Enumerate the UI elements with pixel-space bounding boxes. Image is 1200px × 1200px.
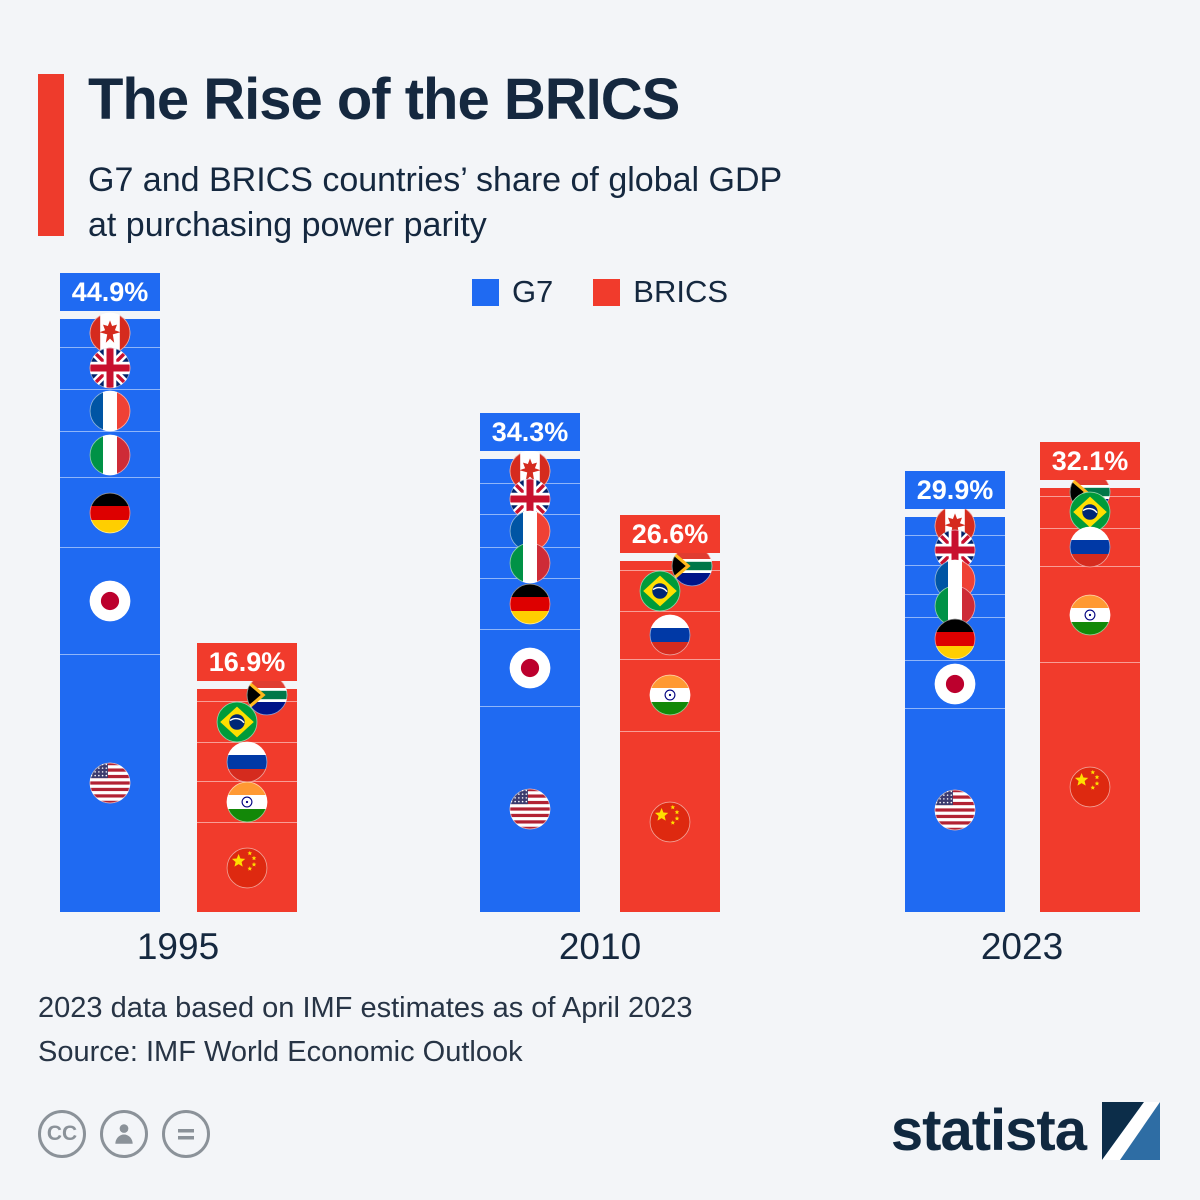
bar-brics-2010	[620, 545, 720, 912]
year-label-1995: 1995	[136, 926, 220, 967]
title-accent-bar	[38, 74, 64, 236]
brazil-flag-icon	[216, 701, 258, 743]
legend-swatch	[471, 278, 499, 306]
segment-germany	[480, 577, 580, 629]
segment-russia	[197, 741, 297, 783]
legend-item-g7: G7	[471, 274, 554, 310]
segment-south-africa	[620, 545, 720, 586]
segment-russia	[620, 611, 720, 659]
segment-italy	[60, 431, 160, 477]
bar-brics-1995	[197, 674, 297, 912]
brazil-flag-icon	[639, 570, 681, 612]
statista-branding[interactable]: statista	[891, 1102, 1160, 1160]
italy-flag-icon	[89, 434, 131, 476]
segment-japan	[60, 547, 160, 654]
statista-wordmark: statista	[890, 1098, 1087, 1163]
germany-flag-icon	[509, 583, 551, 625]
segment-china	[1040, 662, 1140, 911]
segment-united-kingdom	[480, 478, 580, 520]
value-label-brics-2023: 32.1%	[1040, 442, 1140, 480]
china-flag-icon	[226, 847, 268, 889]
segment-united-states	[480, 705, 580, 912]
segment-germany	[60, 477, 160, 547]
segment-india	[1040, 565, 1140, 662]
legend-label: BRICS	[633, 274, 729, 309]
value-label-brics-1995: 16.9%	[197, 643, 297, 681]
license-icons: CC	[38, 1110, 210, 1158]
bar-g7-1995	[60, 312, 160, 912]
value-label-g7-2023: 29.9%	[905, 471, 1005, 509]
segment-india	[620, 658, 720, 732]
united-kingdom-flag-icon	[509, 478, 551, 520]
segment-france	[480, 511, 580, 552]
segment-italy	[905, 585, 1005, 627]
united-states-flag-icon	[934, 789, 976, 831]
brazil-flag-icon	[1069, 491, 1111, 533]
year-label-2023: 2023	[980, 926, 1064, 967]
legend-label: G7	[511, 274, 554, 309]
united-states-flag-icon	[509, 788, 551, 830]
segment-united-states	[905, 708, 1005, 911]
subtitle-line-2: at purchasing power parity	[88, 206, 487, 244]
segment-india	[197, 781, 297, 823]
india-flag-icon	[226, 781, 268, 823]
germany-flag-icon	[89, 492, 131, 534]
japan-flag-icon	[934, 663, 976, 705]
attribution-icon[interactable]	[100, 1110, 148, 1158]
france-flag-icon	[89, 390, 131, 432]
page-title: The Rise of the BRICS	[88, 67, 680, 132]
value-label-brics-2010: 26.6%	[620, 515, 720, 553]
segment-russia	[1040, 526, 1140, 568]
year-label-2010: 2010	[558, 926, 642, 967]
russia-flag-icon	[226, 741, 268, 783]
russia-flag-icon	[1069, 526, 1111, 568]
segment-brazil	[1040, 491, 1140, 533]
germany-flag-icon	[934, 618, 976, 660]
india-flag-icon	[649, 674, 691, 716]
italy-flag-icon	[509, 542, 551, 584]
value-label-g7-1995: 44.9%	[60, 273, 160, 311]
subtitle-line-1: G7 and BRICS countries’ share of global …	[88, 161, 783, 199]
bar-g7-2010	[480, 450, 580, 912]
bar-brics-2023	[1040, 471, 1140, 912]
segment-japan	[480, 629, 580, 706]
united-states-flag-icon	[89, 762, 131, 804]
segment-united-kingdom	[60, 346, 160, 389]
legend-swatch	[593, 278, 621, 306]
source-line: Source: IMF World Economic Outlook	[38, 1036, 523, 1068]
footnote: 2023 data based on IMF estimates as of A…	[38, 992, 693, 1024]
segment-italy	[480, 542, 580, 584]
china-flag-icon	[649, 801, 691, 843]
segment-france	[60, 388, 160, 432]
segment-brazil	[620, 570, 720, 612]
chart: G7 BRICS 44.9% 16.9% 1995 34.3% 26.6% 2010 29.9…	[0, 250, 1200, 967]
segment-canada	[60, 312, 160, 354]
segment-germany	[905, 617, 1005, 660]
segment-china	[620, 731, 720, 912]
canada-flag-icon	[89, 312, 131, 354]
legend-item-brics: BRICS	[593, 274, 728, 310]
india-flag-icon	[1069, 594, 1111, 636]
segment-brazil	[197, 700, 297, 743]
statista-logo-icon	[1102, 1102, 1160, 1160]
value-label-g7-2010: 34.3%	[480, 413, 580, 451]
segment-united-states	[60, 654, 160, 911]
person-icon	[115, 1124, 133, 1144]
creative-commons-icon[interactable]: CC	[38, 1110, 86, 1158]
segment-south-africa	[197, 674, 297, 716]
equals-icon	[178, 1129, 194, 1140]
no-derivatives-icon[interactable]	[162, 1110, 210, 1158]
segment-japan	[905, 659, 1005, 709]
bar-g7-2023	[905, 505, 1005, 912]
legend: G7 BRICS	[0, 274, 1200, 310]
france-flag-icon	[509, 510, 551, 552]
united-kingdom-flag-icon	[89, 347, 131, 389]
russia-flag-icon	[649, 614, 691, 656]
china-flag-icon	[1069, 766, 1111, 808]
page-subtitle: G7 and BRICS countries’ share of global …	[88, 158, 782, 248]
japan-flag-icon	[89, 580, 131, 622]
segment-china	[197, 822, 297, 912]
japan-flag-icon	[509, 647, 551, 689]
